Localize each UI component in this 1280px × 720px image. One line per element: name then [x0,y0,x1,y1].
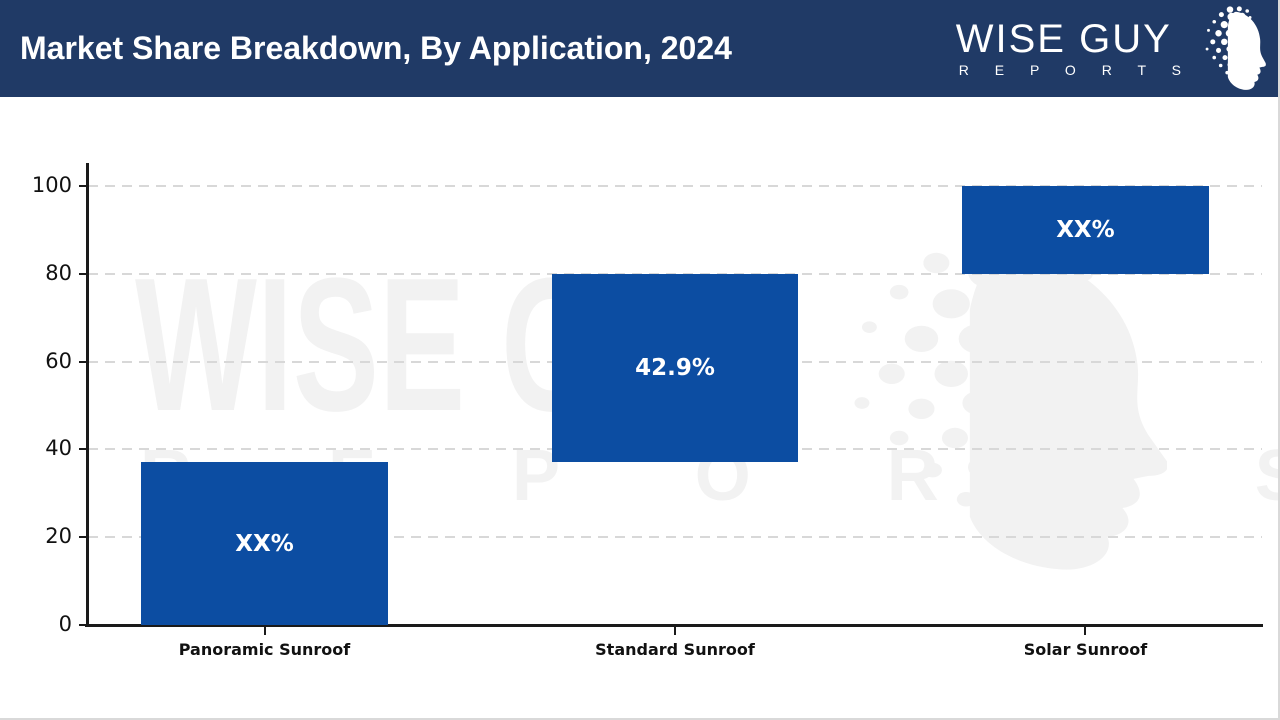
y-axis-tick [79,185,88,187]
logo-subtext: R E P O R T S [958,62,1192,78]
x-axis-line [85,624,1263,627]
bar-value-label: XX% [235,530,294,557]
x-axis-category-label: Panoramic Sunroof [178,640,351,659]
y-axis-tick [79,360,88,363]
logo-text: WISE GUY R E P O R T S [956,19,1192,78]
y-axis-tick [79,536,88,539]
y-axis-tick-label: 100 [31,173,72,197]
head-profile-dots-icon [1194,6,1266,92]
x-axis-category-label: Solar Sunroof [1023,640,1148,659]
bar-segment: XX% [141,462,388,625]
y-axis-tick [79,272,88,275]
page-title: Market Share Breakdown, By Application, … [20,30,732,66]
gridline [88,185,1262,187]
x-axis-tick [263,627,266,635]
bar-value-label: 42.9% [635,354,715,381]
y-axis-tick [79,624,88,626]
bar-value-label: XX% [1056,216,1115,243]
y-axis-tick-label: 60 [45,348,72,373]
brand-logo: WISE GUY R E P O R T S [956,6,1266,92]
x-axis-tick [674,627,676,635]
y-axis-tick [79,448,88,451]
y-axis-tick-label: 0 [58,612,72,636]
x-axis-tick [1084,627,1087,635]
logo-wordmark: WISE GUY [955,17,1172,61]
gridline [88,536,1262,539]
header: Market Share Breakdown, By Application, … [0,0,1278,97]
bar-segment: 42.9% [551,273,799,463]
y-axis-tick-label: 20 [45,524,72,549]
y-axis-tick-label: 40 [45,436,72,461]
y-axis-line [86,163,89,627]
bar-segment: XX% [962,186,1209,274]
y-axis-tick-label: 80 [45,260,72,285]
x-axis-category-label: Standard Sunroof [595,640,755,659]
